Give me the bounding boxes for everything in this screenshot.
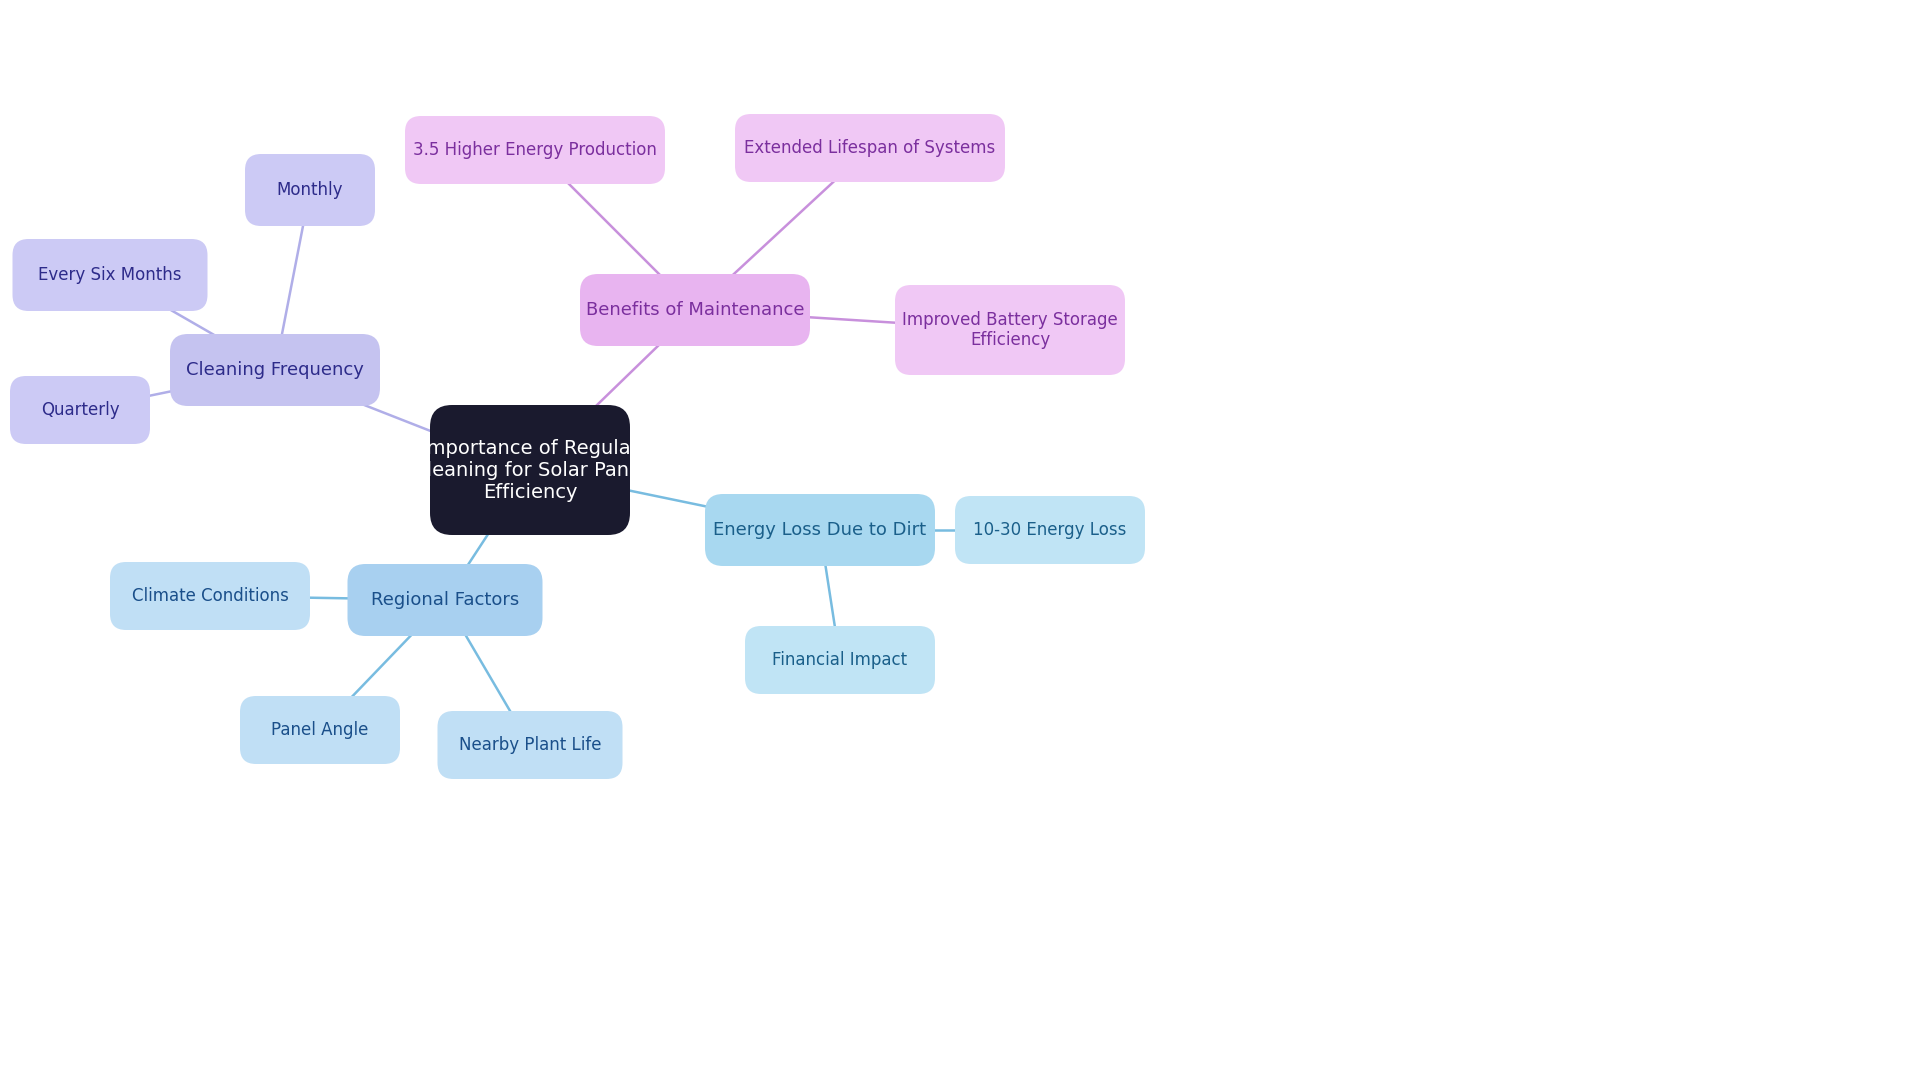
FancyBboxPatch shape — [246, 154, 374, 226]
FancyBboxPatch shape — [735, 114, 1004, 182]
Text: Nearby Plant Life: Nearby Plant Life — [459, 736, 601, 754]
FancyBboxPatch shape — [405, 116, 664, 184]
FancyBboxPatch shape — [348, 564, 543, 636]
FancyBboxPatch shape — [240, 696, 399, 764]
FancyBboxPatch shape — [430, 405, 630, 535]
FancyBboxPatch shape — [705, 494, 935, 566]
Text: 10-30 Energy Loss: 10-30 Energy Loss — [973, 521, 1127, 539]
FancyBboxPatch shape — [580, 274, 810, 345]
Text: Monthly: Monthly — [276, 181, 344, 199]
Text: Importance of Regular
Cleaning for Solar Panel
Efficiency: Importance of Regular Cleaning for Solar… — [413, 439, 647, 501]
Text: Extended Lifespan of Systems: Extended Lifespan of Systems — [745, 139, 996, 157]
Text: Cleaning Frequency: Cleaning Frequency — [186, 361, 365, 379]
FancyBboxPatch shape — [954, 496, 1144, 564]
Text: Every Six Months: Every Six Months — [38, 266, 182, 284]
Text: Climate Conditions: Climate Conditions — [132, 587, 288, 605]
FancyBboxPatch shape — [13, 239, 207, 311]
FancyBboxPatch shape — [438, 712, 622, 779]
Text: Financial Impact: Financial Impact — [772, 651, 908, 669]
Text: Regional Factors: Regional Factors — [371, 591, 518, 609]
Text: 3.5 Higher Energy Production: 3.5 Higher Energy Production — [413, 141, 657, 159]
Text: Panel Angle: Panel Angle — [271, 721, 369, 739]
FancyBboxPatch shape — [109, 562, 309, 630]
FancyBboxPatch shape — [745, 626, 935, 694]
FancyBboxPatch shape — [171, 334, 380, 406]
Text: Energy Loss Due to Dirt: Energy Loss Due to Dirt — [714, 521, 927, 539]
Text: Quarterly: Quarterly — [40, 401, 119, 419]
Text: Improved Battery Storage
Efficiency: Improved Battery Storage Efficiency — [902, 311, 1117, 350]
Text: Benefits of Maintenance: Benefits of Maintenance — [586, 301, 804, 319]
FancyBboxPatch shape — [10, 376, 150, 444]
FancyBboxPatch shape — [895, 285, 1125, 375]
